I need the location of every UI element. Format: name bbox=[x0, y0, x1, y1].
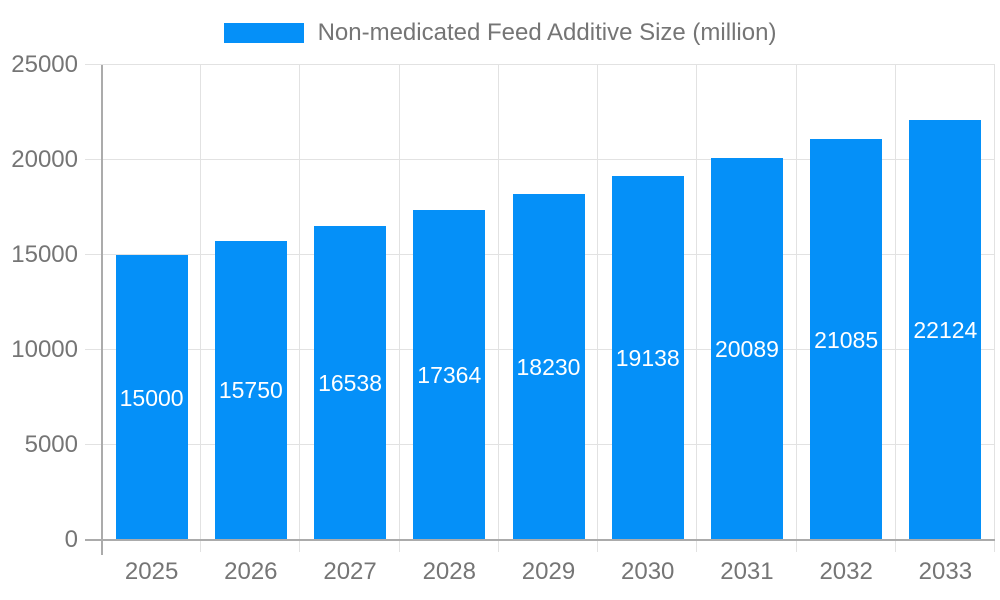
bar-value-label: 20089 bbox=[714, 336, 779, 363]
bar-value-label: 19138 bbox=[615, 345, 680, 372]
x-axis-tick-label: 2031 bbox=[720, 558, 774, 585]
x-axis-tick-label: 2026 bbox=[224, 558, 278, 585]
bar-2027[interactable] bbox=[314, 225, 387, 540]
gridline-vertical bbox=[597, 65, 599, 552]
x-axis-tick-label: 2033 bbox=[918, 558, 973, 585]
legend-item[interactable]: Non-medicated Feed Additive Size (millio… bbox=[0, 18, 1000, 48]
gridline-vertical bbox=[795, 65, 797, 552]
gridline-vertical bbox=[696, 65, 698, 552]
y-axis-tick-label: 25000 bbox=[11, 51, 78, 78]
bar-2030[interactable] bbox=[611, 176, 684, 540]
gridline-vertical bbox=[894, 65, 896, 552]
y-axis-tick-label: 0 bbox=[64, 526, 78, 553]
gridline-vertical bbox=[299, 65, 301, 552]
x-axis-tick-label: 2029 bbox=[521, 558, 576, 585]
bar-2033[interactable] bbox=[909, 119, 982, 540]
legend-label: Non-medicated Feed Additive Size (millio… bbox=[317, 19, 777, 46]
y-axis-line bbox=[101, 65, 103, 555]
gridline-horizontal bbox=[85, 64, 995, 65]
y-axis-tick-label: 15000 bbox=[11, 241, 78, 268]
gridline-vertical bbox=[497, 65, 499, 552]
bar-value-label: 18230 bbox=[516, 353, 581, 380]
y-axis-tick-label: 5000 bbox=[24, 431, 78, 458]
bar-2032[interactable] bbox=[810, 139, 883, 540]
bar-value-label: 17364 bbox=[417, 362, 482, 389]
x-axis-tick-label: 2032 bbox=[819, 558, 873, 585]
plot-area: 0 5000 10000 15000 20000 25000 15000 2025 15750 2… bbox=[11, 51, 995, 585]
y-axis-tick-label: 10000 bbox=[11, 336, 78, 363]
gridline-vertical bbox=[398, 65, 400, 552]
bar-value-label: 15000 bbox=[119, 384, 184, 411]
bar-value-label: 21085 bbox=[814, 326, 879, 353]
x-axis-tick-label: 2025 bbox=[124, 558, 179, 585]
bar-2026[interactable] bbox=[214, 240, 287, 540]
gridline-vertical bbox=[200, 65, 202, 552]
legend-swatch bbox=[223, 23, 304, 43]
gridline-vertical bbox=[994, 65, 995, 552]
bar-2029[interactable] bbox=[512, 193, 585, 540]
bar-value-label: 15750 bbox=[218, 377, 283, 404]
x-axis-tick-label: 2027 bbox=[323, 558, 377, 585]
y-axis-tick-label: 20000 bbox=[11, 146, 78, 173]
bar-value-label: 22124 bbox=[913, 316, 978, 343]
bar-2031[interactable] bbox=[710, 158, 783, 540]
bar-2025[interactable] bbox=[115, 255, 188, 540]
bar-value-label: 16538 bbox=[318, 369, 383, 396]
x-axis-line bbox=[85, 539, 995, 541]
x-axis-tick-label: 2028 bbox=[422, 558, 476, 585]
bar-2028[interactable] bbox=[413, 210, 486, 540]
gridline-horizontal bbox=[85, 159, 995, 160]
x-axis-tick-label: 2030 bbox=[621, 558, 675, 585]
